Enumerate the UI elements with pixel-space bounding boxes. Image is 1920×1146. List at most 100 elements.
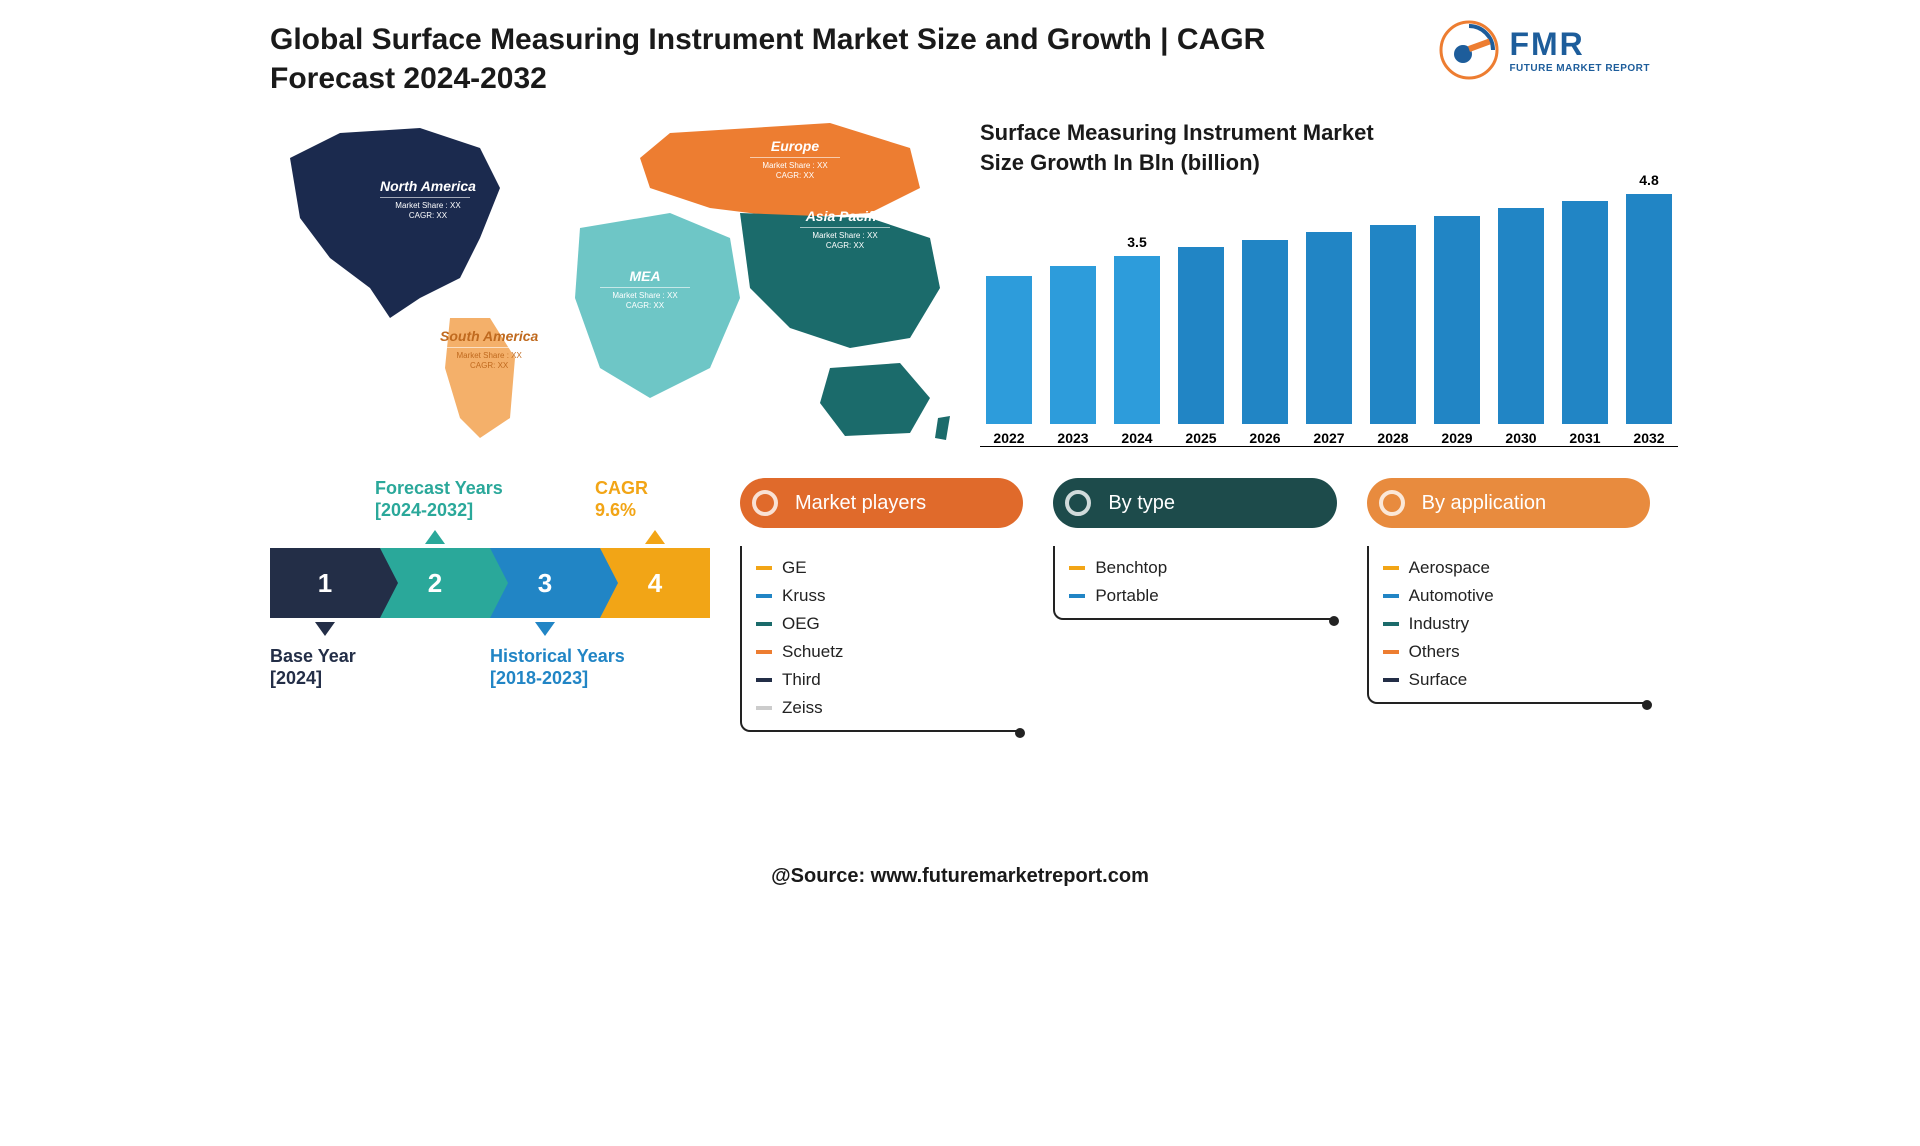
- list-item: Third: [756, 666, 1023, 694]
- bar: [1242, 240, 1288, 425]
- bar-value-label: 3.5: [1127, 234, 1146, 252]
- bar-year-label: 2029: [1441, 430, 1472, 446]
- list-item: Portable: [1069, 582, 1336, 610]
- item-label: Kruss: [782, 586, 825, 606]
- timeline: Forecast Years[2024-2032]CAGR9.6% 1234 B…: [270, 478, 710, 732]
- item-tick-icon: [1383, 594, 1399, 598]
- category-column: Market playersGEKrussOEGSchuetzThirdZeis…: [740, 478, 1023, 732]
- item-label: Industry: [1409, 614, 1469, 634]
- source-text: @Source: www.futuremarketreport.com: [771, 865, 1149, 888]
- logo: FMR FUTURE MARKET REPORT: [1439, 20, 1650, 80]
- list-item: OEG: [756, 610, 1023, 638]
- bar-year-label: 2027: [1313, 430, 1344, 446]
- list-item: GE: [756, 554, 1023, 582]
- item-label: GE: [782, 558, 807, 578]
- bar-column: 2023: [1044, 244, 1102, 446]
- timeline-arrow-icon: [645, 530, 665, 544]
- bar-column: 2025: [1172, 225, 1230, 447]
- bar-year-label: 2026: [1249, 430, 1280, 446]
- bar-year-label: 2032: [1633, 430, 1664, 446]
- item-tick-icon: [756, 650, 772, 654]
- bar-column: 2029: [1428, 194, 1486, 447]
- bar-column: 2022: [980, 254, 1038, 447]
- item-tick-icon: [1383, 650, 1399, 654]
- item-label: Zeiss: [782, 698, 823, 718]
- category-column: By application Aerospace Automotive Industr…: [1367, 478, 1650, 732]
- item-label: Third: [782, 670, 821, 690]
- timeline-arrow-icon: [535, 622, 555, 636]
- bar-year-label: 2030: [1505, 430, 1536, 446]
- bar: [1370, 225, 1416, 424]
- list-item: Schuetz: [756, 638, 1023, 666]
- timeline-arrow-icon: [315, 622, 335, 636]
- bar-column: 3.5 2024: [1108, 234, 1166, 446]
- category-list: Benchtop Portable: [1053, 546, 1336, 620]
- timeline-label: Forecast Years[2024-2032]: [375, 478, 555, 521]
- timeline-arrow-icon: [425, 530, 445, 544]
- list-item: Surface: [1383, 666, 1650, 694]
- logo-text: FMR FUTURE MARKET REPORT: [1509, 26, 1650, 74]
- map-region-label: MEA Market Share : XXCAGR: XX: [600, 268, 690, 312]
- timeline-label: Base Year[2024]: [270, 646, 450, 689]
- item-tick-icon: [756, 678, 772, 682]
- bar-year-label: 2024: [1121, 430, 1152, 446]
- logo-sub: FUTURE MARKET REPORT: [1509, 63, 1650, 74]
- logo-icon: [1439, 20, 1499, 80]
- bar: [1498, 208, 1544, 424]
- bar-column: 2026: [1236, 218, 1294, 447]
- bar-year-label: 2028: [1377, 430, 1408, 446]
- item-label: Automotive: [1409, 586, 1494, 606]
- item-label: Schuetz: [782, 642, 843, 662]
- header: Global Surface Measuring Instrument Mark…: [270, 20, 1650, 98]
- list-item: Industry: [1383, 610, 1650, 638]
- page-title: Global Surface Measuring Instrument Mark…: [270, 20, 1320, 98]
- bar-value-label: 4.8: [1639, 172, 1658, 190]
- bar-year-label: 2022: [993, 430, 1024, 446]
- item-label: OEG: [782, 614, 820, 634]
- list-item: Zeiss: [756, 694, 1023, 722]
- item-tick-icon: [756, 706, 772, 710]
- bar: [1626, 194, 1672, 424]
- item-label: Benchtop: [1095, 558, 1167, 578]
- timeline-step: 1: [270, 548, 380, 618]
- item-tick-icon: [1383, 566, 1399, 570]
- bar-column: 2031: [1556, 179, 1614, 446]
- bar-year-label: 2023: [1057, 430, 1088, 446]
- item-tick-icon: [756, 566, 772, 570]
- bar-column: 2027: [1300, 210, 1358, 446]
- bar: [1306, 232, 1352, 424]
- timeline-label: Historical Years[2018-2023]: [490, 646, 670, 689]
- category-pill: By type: [1053, 478, 1336, 528]
- item-tick-icon: [756, 594, 772, 598]
- item-label: Others: [1409, 642, 1460, 662]
- category-list: Aerospace Automotive Industry Others Surface: [1367, 546, 1650, 704]
- map-region-label: South America Market Share : XXCAGR: XX: [440, 328, 538, 372]
- region-map: North America Market Share : XXCAGR: XX S…: [270, 118, 950, 448]
- bar: [1434, 216, 1480, 425]
- bar: [1178, 247, 1224, 425]
- list-item: Aerospace: [1383, 554, 1650, 582]
- list-item: Others: [1383, 638, 1650, 666]
- list-item: Automotive: [1383, 582, 1650, 610]
- map-region-label: North America Market Share : XXCAGR: XX: [380, 178, 476, 222]
- bar-column: 2028: [1364, 203, 1422, 446]
- bar-year-label: 2031: [1569, 430, 1600, 446]
- chart-title: Surface Measuring Instrument Market Size…: [980, 118, 1400, 177]
- item-tick-icon: [756, 622, 772, 626]
- category-pill: By application: [1367, 478, 1650, 528]
- item-label: Aerospace: [1409, 558, 1490, 578]
- item-tick-icon: [1383, 622, 1399, 626]
- bar: [1050, 266, 1096, 424]
- item-tick-icon: [1069, 594, 1085, 598]
- map-region-label: Asia Pacific Market Share : XXCAGR: XX: [800, 208, 890, 252]
- bar-column: 2030: [1492, 186, 1550, 446]
- list-item: Benchtop: [1069, 554, 1336, 582]
- item-tick-icon: [1383, 678, 1399, 682]
- bar-column: 4.8 2032: [1620, 172, 1678, 446]
- bar-chart: Surface Measuring Instrument Market Size…: [980, 118, 1678, 448]
- bar: [986, 276, 1032, 425]
- logo-main: FMR: [1509, 26, 1650, 63]
- timeline-chevrons: 1234: [270, 548, 710, 618]
- map-region-label: Europe Market Share : XXCAGR: XX: [750, 138, 840, 182]
- category-list: GE Kruss OEG Schuetz Third Zeiss: [740, 546, 1023, 732]
